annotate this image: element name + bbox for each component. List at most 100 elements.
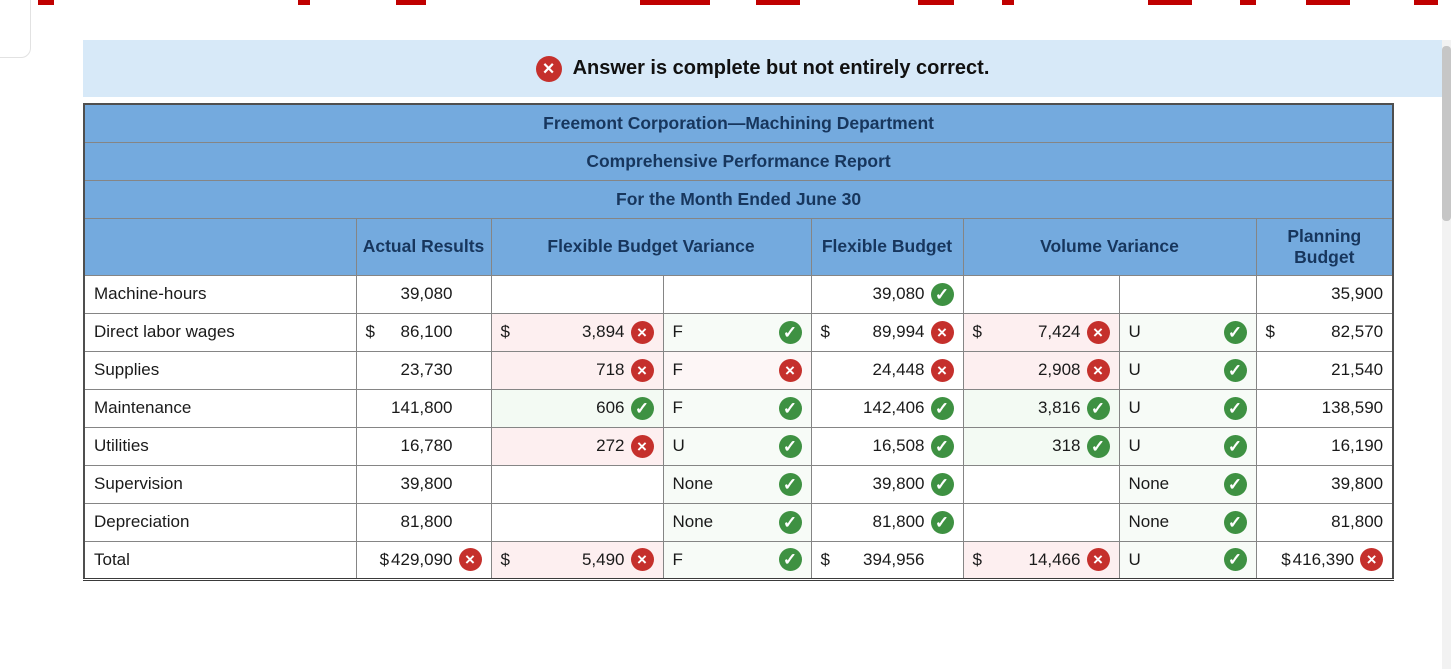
currency-symbol: $ bbox=[500, 322, 510, 341]
volume-variance-direction-cell[interactable]: U ✓ bbox=[1118, 350, 1257, 390]
result-banner-text: Answer is complete but not entirely corr… bbox=[572, 57, 990, 79]
vertical-scrollbar[interactable] bbox=[1442, 40, 1451, 669]
correct-icon: ✓ bbox=[1223, 396, 1247, 420]
flexible-budget-variance-direction-cell[interactable]: U ✓ bbox=[662, 426, 812, 466]
amount-value: 23,730 bbox=[400, 360, 453, 379]
amount-value: 3,816 bbox=[1037, 398, 1081, 417]
volume-variance-direction-cell[interactable]: U ✓ bbox=[1118, 540, 1257, 581]
amount-value: 39,800 bbox=[1331, 474, 1384, 493]
amount-value: 21,540 bbox=[1331, 360, 1384, 379]
flexible-budget-cell[interactable]: 16,508 ✓ bbox=[810, 426, 964, 466]
flexible-budget-variance-amount-cell[interactable]: 606 ✓ bbox=[490, 388, 664, 428]
incorrect-icon: × bbox=[630, 320, 654, 344]
correct-icon: ✓ bbox=[1223, 510, 1247, 534]
clipped-text-fragment bbox=[1002, 0, 1014, 5]
correct-icon: ✓ bbox=[930, 282, 954, 306]
planning-budget-cell[interactable]: $416,390 × bbox=[1255, 540, 1394, 581]
result-banner: × Answer is complete but not entirely co… bbox=[83, 40, 1442, 97]
correct-icon: ✓ bbox=[1086, 396, 1110, 420]
flexible-budget-cell[interactable]: 39,800 ✓ bbox=[810, 464, 964, 504]
volume-variance-direction-cell[interactable]: U ✓ bbox=[1118, 426, 1257, 466]
volume-variance-amount-cell[interactable]: 318 ✓ bbox=[962, 426, 1120, 466]
flexible-budget-variance-direction-cell[interactable]: F ✓ bbox=[662, 388, 812, 428]
amount-value: 14,466 bbox=[1028, 549, 1081, 569]
volume-variance-direction-cell[interactable]: None ✓ bbox=[1118, 464, 1257, 504]
direction-value: U bbox=[672, 436, 685, 455]
table-row: Machine-hours 39,080 39,080 ✓ 35,900 bbox=[83, 274, 1394, 314]
currency-symbol: $ bbox=[820, 322, 830, 341]
table-row: Utilities 16,780 272 × U ✓ 16,508 ✓ 318 ✓ U ✓ 16,190 bbox=[83, 426, 1394, 466]
flexible-budget-cell[interactable]: 142,406 ✓ bbox=[810, 388, 964, 428]
clipped-text-fragment bbox=[1414, 0, 1438, 5]
report-title: Freemont Corporation—Machining Departmen… bbox=[83, 103, 1394, 143]
row-label: Direct labor wages bbox=[83, 312, 357, 352]
volume-variance-amount-cell[interactable]: 2,908 × bbox=[962, 350, 1120, 390]
volume-variance-direction-cell[interactable]: None ✓ bbox=[1118, 502, 1257, 542]
amount-value: 24,448 bbox=[872, 360, 925, 379]
volume-variance-amount-cell[interactable]: 3,816 ✓ bbox=[962, 388, 1120, 428]
flexible-budget-cell[interactable]: $89,994 × bbox=[810, 312, 964, 352]
flexible-budget-variance-amount-cell[interactable]: $5,490 × bbox=[490, 540, 664, 581]
currency-symbol: $ bbox=[1281, 549, 1291, 569]
volume-variance-amount-cell[interactable]: $7,424 × bbox=[962, 312, 1120, 352]
correct-icon: ✓ bbox=[778, 548, 802, 571]
flexible-budget-cell[interactable]: 81,800 ✓ bbox=[810, 502, 964, 542]
flexible-budget-variance-direction-cell[interactable]: F × bbox=[662, 350, 812, 390]
incorrect-icon: × bbox=[778, 358, 802, 382]
correct-icon: ✓ bbox=[778, 396, 802, 420]
amount-value: 718 bbox=[596, 360, 625, 379]
col-flexible-budget-variance: Flexible Budget Variance bbox=[490, 217, 812, 276]
row-label: Total bbox=[83, 540, 357, 581]
direction-value: U bbox=[1128, 360, 1141, 379]
incorrect-icon: × bbox=[630, 358, 654, 382]
flexible-budget-cell[interactable]: 24,448 × bbox=[810, 350, 964, 390]
planning-budget-cell: 35,900 bbox=[1255, 274, 1394, 314]
flexible-budget-variance-amount-cell[interactable]: 718 × bbox=[490, 350, 664, 390]
incorrect-icon: × bbox=[458, 548, 482, 571]
amount-value: 39,800 bbox=[400, 474, 453, 493]
planning-budget-cell: 138,590 bbox=[1255, 388, 1394, 428]
direction-value: U bbox=[1128, 322, 1141, 341]
amount-value: 82,570 bbox=[1331, 322, 1384, 341]
currency-symbol: $ bbox=[379, 549, 390, 569]
volume-variance-amount-cell[interactable]: $14,466 × bbox=[962, 540, 1120, 581]
report-body: Machine-hours 39,080 39,080 ✓ 35,900 Direct l… bbox=[83, 274, 1394, 581]
clipped-text-fragment bbox=[1306, 0, 1350, 5]
actual-results-cell: 16,780 bbox=[355, 426, 492, 466]
performance-report-table: Freemont Corporation—Machining Departmen… bbox=[83, 103, 1395, 581]
actual-results-cell[interactable]: $429,090 × bbox=[355, 540, 492, 581]
flexible-budget-cell[interactable]: $394,956 bbox=[810, 540, 964, 581]
currency-symbol: $ bbox=[972, 549, 982, 569]
flexible-budget-variance-direction-cell[interactable]: F ✓ bbox=[662, 312, 812, 352]
flexible-budget-variance-amount-cell[interactable]: 272 × bbox=[490, 426, 664, 466]
planning-budget-cell: 39,800 bbox=[1255, 464, 1394, 504]
table-row: Supervision 39,800 None ✓ 39,800 ✓ None ✓ 39,800 bbox=[83, 464, 1394, 504]
volume-variance-direction-cell[interactable]: U ✓ bbox=[1118, 388, 1257, 428]
flexible-budget-variance-amount-cell bbox=[490, 464, 664, 504]
flexible-budget-variance-direction-cell[interactable]: None ✓ bbox=[662, 502, 812, 542]
incorrect-icon: × bbox=[1086, 548, 1110, 571]
flexible-budget-variance-direction-cell[interactable]: F ✓ bbox=[662, 540, 812, 581]
flexible-budget-variance-amount-cell[interactable]: $3,894 × bbox=[490, 312, 664, 352]
direction-value: None bbox=[672, 474, 714, 493]
amount-value: 81,800 bbox=[872, 512, 925, 531]
amount-value: 86,100 bbox=[400, 322, 453, 341]
amount-value: 16,190 bbox=[1331, 436, 1384, 455]
scrollbar-thumb[interactable] bbox=[1442, 46, 1451, 221]
clipped-text-fragment bbox=[38, 0, 54, 5]
card-corner-decoration bbox=[0, 0, 31, 58]
flexible-budget-cell[interactable]: 39,080 ✓ bbox=[810, 274, 964, 314]
currency-symbol: $ bbox=[972, 322, 982, 341]
report-period: For the Month Ended June 30 bbox=[83, 179, 1394, 219]
row-label: Depreciation bbox=[83, 502, 357, 542]
amount-value: 7,424 bbox=[1037, 322, 1081, 341]
col-blank bbox=[83, 217, 357, 276]
amount-value: 16,508 bbox=[872, 436, 925, 455]
direction-value: U bbox=[1128, 436, 1141, 455]
flexible-budget-variance-direction-cell[interactable]: None ✓ bbox=[662, 464, 812, 504]
correct-icon: ✓ bbox=[630, 396, 654, 420]
amount-value: 81,800 bbox=[1331, 512, 1384, 531]
col-volume-variance: Volume Variance bbox=[962, 217, 1257, 276]
table-row: Depreciation 81,800 None ✓ 81,800 ✓ None ✓ 81,80… bbox=[83, 502, 1394, 542]
volume-variance-direction-cell[interactable]: U ✓ bbox=[1118, 312, 1257, 352]
